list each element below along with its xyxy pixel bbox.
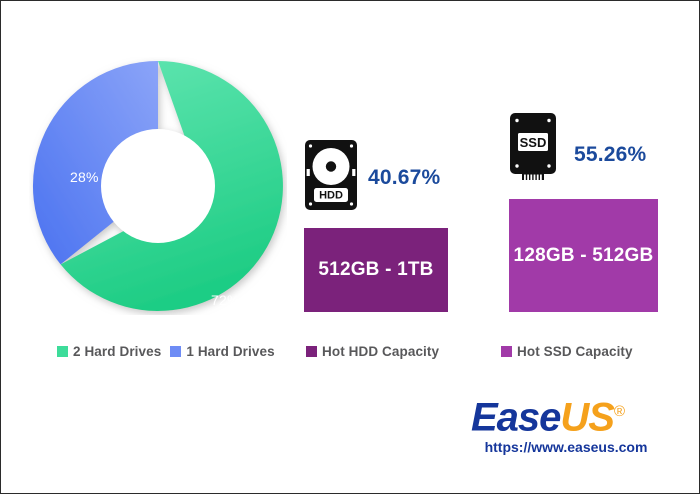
legend-item-hot-hdd-capacity[interactable]: Hot HDD Capacity: [306, 344, 439, 359]
donut-chart-svg: [32, 61, 283, 311]
ssd-icon-svg: SSD: [510, 113, 556, 180]
legend-label-2-hard-drives: 2 Hard Drives: [73, 344, 162, 359]
legend-item-1-hard-drives[interactable]: 1 Hard Drives: [170, 344, 275, 359]
hdd-icon: HDD: [304, 139, 358, 211]
logo-text-ease: Ease: [471, 395, 561, 440]
donut-legend: 2 Hard Drives 1 Hard Drives: [57, 344, 275, 359]
legend-label-hot-ssd-capacity: Hot SSD Capacity: [517, 344, 633, 359]
hdd-bar-label: 512GB - 1TB: [318, 259, 434, 280]
ssd-icon-text: SSD: [520, 135, 547, 150]
logo-text-us: US: [560, 395, 615, 440]
legend-swatch-green: [57, 346, 68, 357]
donut-segment-2-hard-drives[interactable]: [60, 61, 283, 311]
donut-value-label-2-hard-drives: 72%: [211, 292, 240, 308]
legend-swatch-hdd-purple: [306, 346, 317, 357]
hdd-legend: Hot HDD Capacity: [306, 344, 439, 359]
donut-chart: 28% 72%: [29, 57, 287, 315]
easeus-wordmark: EaseUS®: [471, 391, 671, 438]
hdd-icon-text: HDD: [319, 190, 343, 202]
ssd-capacity-bar[interactable]: 128GB - 512GB: [509, 199, 658, 312]
legend-item-hot-ssd-capacity[interactable]: Hot SSD Capacity: [501, 344, 633, 359]
donut-segment-1-hard-drives[interactable]: [32, 61, 158, 265]
hdd-capacity-bar[interactable]: 512GB - 1TB: [304, 228, 448, 312]
donut-hole: [101, 129, 215, 243]
registered-trademark-icon: ®: [614, 403, 625, 420]
hdd-icon-svg: HDD: [305, 140, 357, 210]
ssd-percent-label: 55.26%: [574, 143, 647, 166]
ssd-legend: Hot SSD Capacity: [501, 344, 633, 359]
ssd-icon: SSD: [509, 112, 557, 182]
easeus-logo[interactable]: EaseUS® https://www.easeus.com: [471, 391, 671, 456]
legend-label-hot-hdd-capacity: Hot HDD Capacity: [322, 344, 440, 359]
hdd-percent-label: 40.67%: [368, 166, 441, 189]
legend-swatch-blue: [170, 346, 182, 357]
donut-value-label-1-hard-drives: 28%: [70, 169, 99, 185]
legend-swatch-ssd-purple: [501, 346, 512, 357]
legend-label-1-hard-drives: 1 Hard Drives: [186, 344, 275, 359]
ssd-bar-label: 128GB - 512GB: [513, 244, 654, 266]
easeus-url[interactable]: https://www.easeus.com: [484, 439, 648, 456]
legend-item-2-hard-drives[interactable]: 2 Hard Drives: [57, 344, 161, 359]
